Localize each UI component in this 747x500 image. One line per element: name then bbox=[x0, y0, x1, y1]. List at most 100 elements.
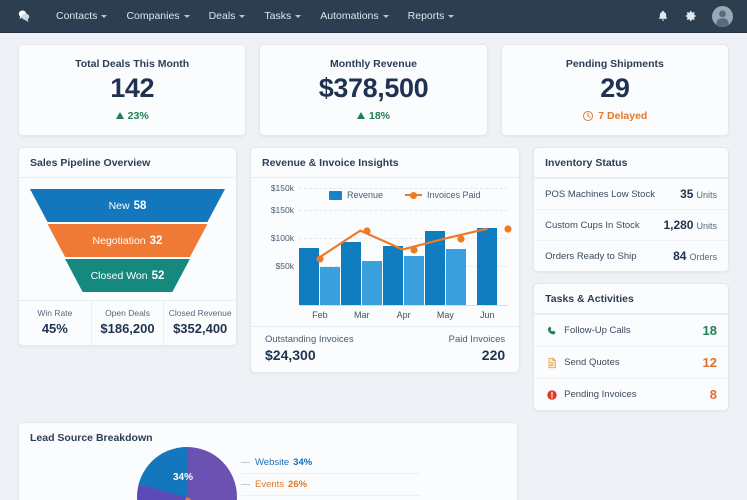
nav-item-deals[interactable]: Deals bbox=[209, 10, 246, 22]
stat-label: Win Rate bbox=[37, 308, 73, 318]
x-axis-labels: Feb Mar Apr May Jun bbox=[299, 310, 508, 320]
stat-label: Paid Invoices bbox=[448, 334, 506, 345]
row-value: 84 bbox=[673, 249, 687, 263]
bar-paid[interactable] bbox=[404, 256, 425, 305]
stat-label: Outstanding Invoices bbox=[265, 334, 354, 345]
kpi-label: Total Deals This Month bbox=[75, 58, 190, 71]
funnel-segment-new[interactable]: New 58 bbox=[30, 189, 225, 222]
dashboard-grid: Sales Pipeline Overview New 58 Negotiati… bbox=[18, 147, 729, 411]
nav-item-reports[interactable]: Reports bbox=[408, 10, 455, 22]
kpi-delta-label: 7 Delayed bbox=[598, 109, 648, 122]
y-axis-tick: $150k bbox=[270, 183, 294, 193]
legend-label: Website bbox=[255, 457, 290, 468]
gear-icon[interactable] bbox=[684, 9, 698, 23]
row-value: 8 bbox=[709, 387, 717, 402]
kpi-delta: 18% bbox=[356, 109, 390, 122]
footer-stat-paid-invoices: Paid Invoices 220 bbox=[449, 334, 506, 363]
kpi-delta: 7 Delayed bbox=[582, 110, 647, 122]
kpi-delta-label: 18% bbox=[368, 109, 390, 122]
chart-legend: Revenue Invoices Paid bbox=[329, 190, 481, 200]
document-icon bbox=[545, 357, 559, 369]
task-row-pending-invoices[interactable]: Pending Invoices 8 bbox=[534, 378, 728, 410]
bar-group-may bbox=[424, 188, 466, 305]
data-point bbox=[457, 235, 465, 243]
bar-revenue[interactable] bbox=[383, 246, 404, 305]
inventory-row-orders-ready[interactable]: Orders Ready to Ship 84 Orders bbox=[534, 240, 728, 271]
card-title: Sales Pipeline Overview bbox=[19, 148, 236, 178]
bar-series bbox=[299, 188, 508, 305]
card-title: Tasks & Activities bbox=[534, 284, 728, 314]
stat-label: Open Deals bbox=[105, 308, 150, 318]
kpi-card-monthly-revenue: Monthly Revenue $378,500 18% bbox=[259, 44, 488, 136]
nav-item-automations[interactable]: Automations bbox=[320, 10, 389, 22]
bar-paid[interactable] bbox=[445, 249, 466, 305]
bar-group-feb bbox=[299, 188, 341, 305]
stat-value: $352,400 bbox=[173, 321, 228, 336]
kpi-card-pending-shipments: Pending Shipments 29 7 Delayed bbox=[500, 44, 729, 136]
dashboard-content: Total Deals This Month 142 23% Monthly R… bbox=[0, 33, 747, 500]
legend-swatch-icon bbox=[329, 190, 342, 200]
bar-paid[interactable] bbox=[362, 261, 383, 305]
pipeline-stat-open-deals: Open Deals $186,200 bbox=[90, 301, 164, 345]
revenue-card-footer: Outstanding Invoices $24,300 Paid Invoic… bbox=[251, 326, 520, 372]
leader-line-icon bbox=[241, 462, 250, 463]
data-point bbox=[410, 246, 418, 254]
legend-item-invoices-paid: Invoices Paid bbox=[405, 190, 481, 200]
middle-column: Revenue & Invoice Insights Revenue Invoi… bbox=[250, 147, 521, 411]
bar-revenue[interactable] bbox=[299, 248, 320, 305]
legend-label: Events bbox=[255, 479, 285, 490]
row-value-group: 1,280 Units bbox=[663, 218, 717, 232]
right-column: Inventory Status POS Machines Low Stock … bbox=[533, 147, 729, 411]
bar-revenue[interactable] bbox=[477, 228, 498, 305]
avatar[interactable] bbox=[712, 5, 733, 27]
line-markers bbox=[316, 225, 512, 263]
inventory-row-pos-machines[interactable]: POS Machines Low Stock 35 Units bbox=[534, 178, 728, 209]
nav-item-label: Deals bbox=[208, 10, 236, 22]
alert-icon bbox=[545, 389, 559, 401]
nav-item-label: Reports bbox=[407, 10, 445, 22]
kpi-row: Total Deals This Month 142 23% Monthly R… bbox=[18, 44, 729, 136]
x-axis-tick: May bbox=[436, 310, 454, 320]
nav-item-contacts[interactable]: Contacts bbox=[56, 10, 108, 22]
y-axis-tick: $150k bbox=[270, 205, 294, 215]
data-point bbox=[316, 255, 324, 263]
inventory-status-card: Inventory Status POS Machines Low Stock … bbox=[533, 147, 729, 272]
chevron-down-icon bbox=[239, 14, 246, 18]
kpi-value: 142 bbox=[110, 73, 155, 104]
stat-value: $186,200 bbox=[100, 321, 155, 336]
chat-bubble-icon[interactable] bbox=[14, 6, 34, 26]
nav-item-tasks[interactable]: Tasks bbox=[264, 10, 302, 22]
row-value-group: 18 bbox=[703, 323, 717, 338]
task-row-follow-up-calls[interactable]: Follow-Up Calls 18 bbox=[534, 314, 728, 346]
inventory-row-custom-cups[interactable]: Custom Cups In Stock 1,280 Units bbox=[534, 209, 728, 240]
kpi-card-total-deals: Total Deals This Month 142 23% bbox=[18, 44, 247, 136]
bar-revenue[interactable] bbox=[341, 242, 362, 305]
pipeline-stats-row: Win Rate 45% Open Deals $186,200 Closed … bbox=[19, 300, 236, 345]
pie-legend-item-referrals: Referrals 21% bbox=[241, 496, 421, 500]
row-unit: Orders bbox=[689, 252, 717, 262]
chevron-down-icon bbox=[101, 14, 108, 18]
bell-icon[interactable] bbox=[656, 9, 670, 23]
task-row-send-quotes[interactable]: Send Quotes 12 bbox=[534, 346, 728, 378]
bar-paid[interactable] bbox=[320, 267, 341, 305]
funnel-segment-closed-won[interactable]: Closed Won 52 bbox=[65, 259, 190, 292]
funnel-segment-negotiation[interactable]: Negotiation 32 bbox=[47, 224, 208, 257]
triangle-up-icon bbox=[115, 112, 124, 120]
legend-label: Invoices Paid bbox=[427, 190, 481, 200]
y-axis-tick: $50k bbox=[275, 261, 294, 271]
sales-pipeline-card: Sales Pipeline Overview New 58 Negotiati… bbox=[18, 147, 237, 346]
data-point bbox=[504, 225, 512, 233]
chevron-down-icon bbox=[183, 14, 190, 18]
stat-value: 45% bbox=[41, 321, 68, 336]
funnel-segment-value: 32 bbox=[149, 234, 163, 247]
bar-revenue[interactable] bbox=[424, 231, 445, 305]
card-title: Inventory Status bbox=[534, 148, 728, 178]
revenue-chart: Revenue Invoices Paid bbox=[251, 178, 519, 326]
nav-item-companies[interactable]: Companies bbox=[126, 10, 190, 22]
bar-group-apr bbox=[383, 188, 425, 305]
row-label: Send Quotes bbox=[564, 357, 620, 368]
kpi-value: $378,500 bbox=[318, 73, 429, 104]
line-series bbox=[299, 188, 508, 305]
funnel-segment-value: 58 bbox=[133, 199, 147, 212]
pie-slice-label-website: 34% bbox=[173, 472, 194, 483]
